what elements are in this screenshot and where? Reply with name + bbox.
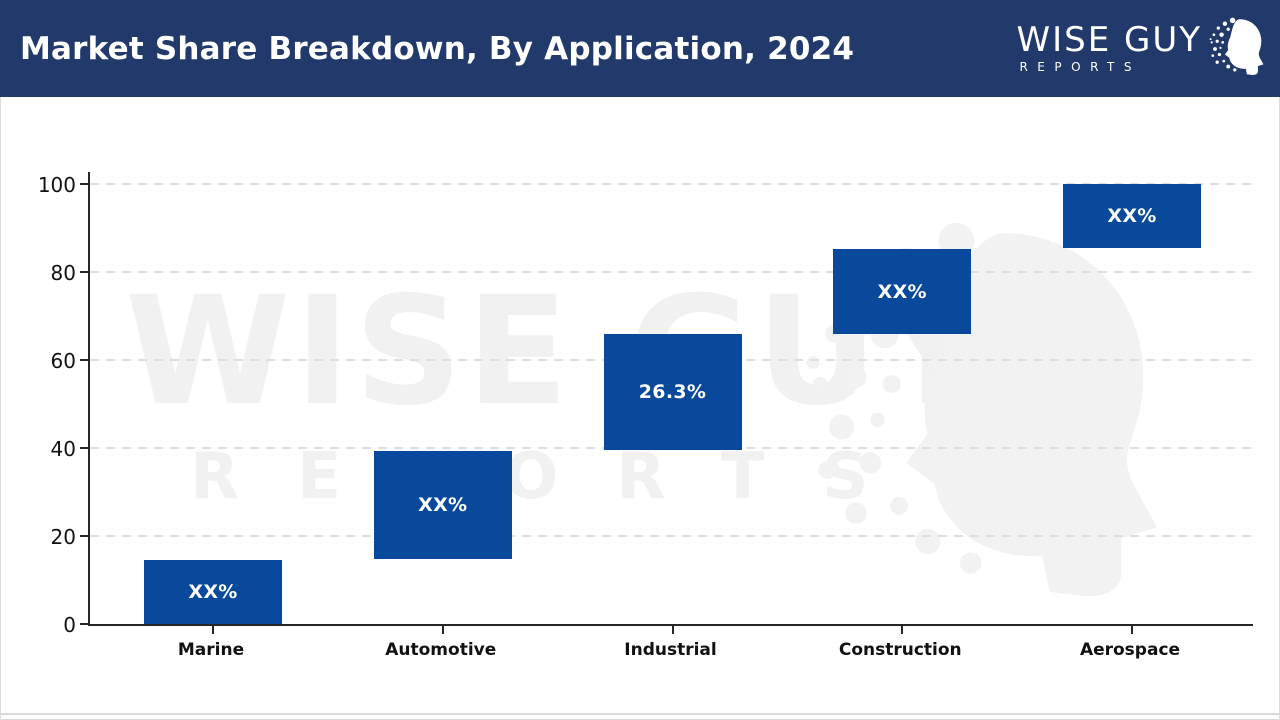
x-label-industrial: Industrial (624, 640, 717, 660)
y-tick-mark (80, 183, 89, 185)
y-tick-mark (80, 535, 89, 537)
x-label-construction: Construction (838, 640, 962, 660)
y-tick-mark (80, 623, 89, 625)
bar-industrial: 26.3% (603, 334, 742, 451)
y-tick-mark (80, 271, 89, 273)
y-tick-label: 100 (37, 173, 76, 197)
x-label-marine: Marine (177, 640, 245, 660)
logo-wordmark: WISE GUY (1016, 19, 1202, 60)
bottom-border-line (0, 713, 1280, 715)
y-tick-label: 80 (50, 261, 76, 285)
x-label-aerospace: Aerospace (1079, 640, 1181, 660)
y-tick-label: 40 (50, 437, 76, 461)
bar-value-label: XX% (1107, 204, 1157, 227)
wiseguy-face-icon (1209, 17, 1264, 75)
page-title: Market Share Breakdown, By Application, … (20, 30, 855, 67)
bar-construction: XX% (833, 248, 972, 335)
logo-text: WISE GUY REPORTS (1016, 19, 1202, 75)
y-tick-mark (80, 447, 89, 449)
gridline-100 (90, 183, 1253, 185)
bar-value-label: XX% (418, 493, 468, 516)
chart-area: WISE GUY REPORTS XX% XX% 26.3% XX% XX% 0 20 40… (0, 97, 1280, 720)
bar-automotive: XX% (373, 451, 512, 559)
plot-area: XX% XX% 26.3% XX% XX% (80, 172, 1253, 634)
y-tick-label: 20 (50, 525, 76, 549)
x-tick-mark (1131, 626, 1133, 634)
gridline-20 (90, 535, 1253, 537)
y-tick-mark (80, 359, 89, 361)
bar-value-label: 26.3% (638, 381, 707, 404)
x-tick-mark (901, 626, 904, 634)
y-tick-label: 60 (50, 349, 76, 373)
x-tick-mark (441, 626, 444, 634)
y-tick-label: 0 (63, 613, 76, 637)
bar-value-label: XX% (188, 581, 238, 604)
logo-subtext: REPORTS (1019, 60, 1141, 75)
bar-value-label: XX% (877, 280, 927, 303)
wiseguy-logo: WISE GUY REPORTS (1016, 0, 1270, 97)
bar-marine: XX% (144, 560, 282, 624)
x-label-automotive: Automotive (385, 640, 497, 660)
bar-aerospace: XX% (1063, 184, 1201, 248)
header: Market Share Breakdown, By Application, … (0, 0, 1280, 97)
gridline-80 (90, 271, 1253, 273)
x-tick-mark (212, 626, 214, 634)
x-tick-mark (671, 626, 674, 634)
